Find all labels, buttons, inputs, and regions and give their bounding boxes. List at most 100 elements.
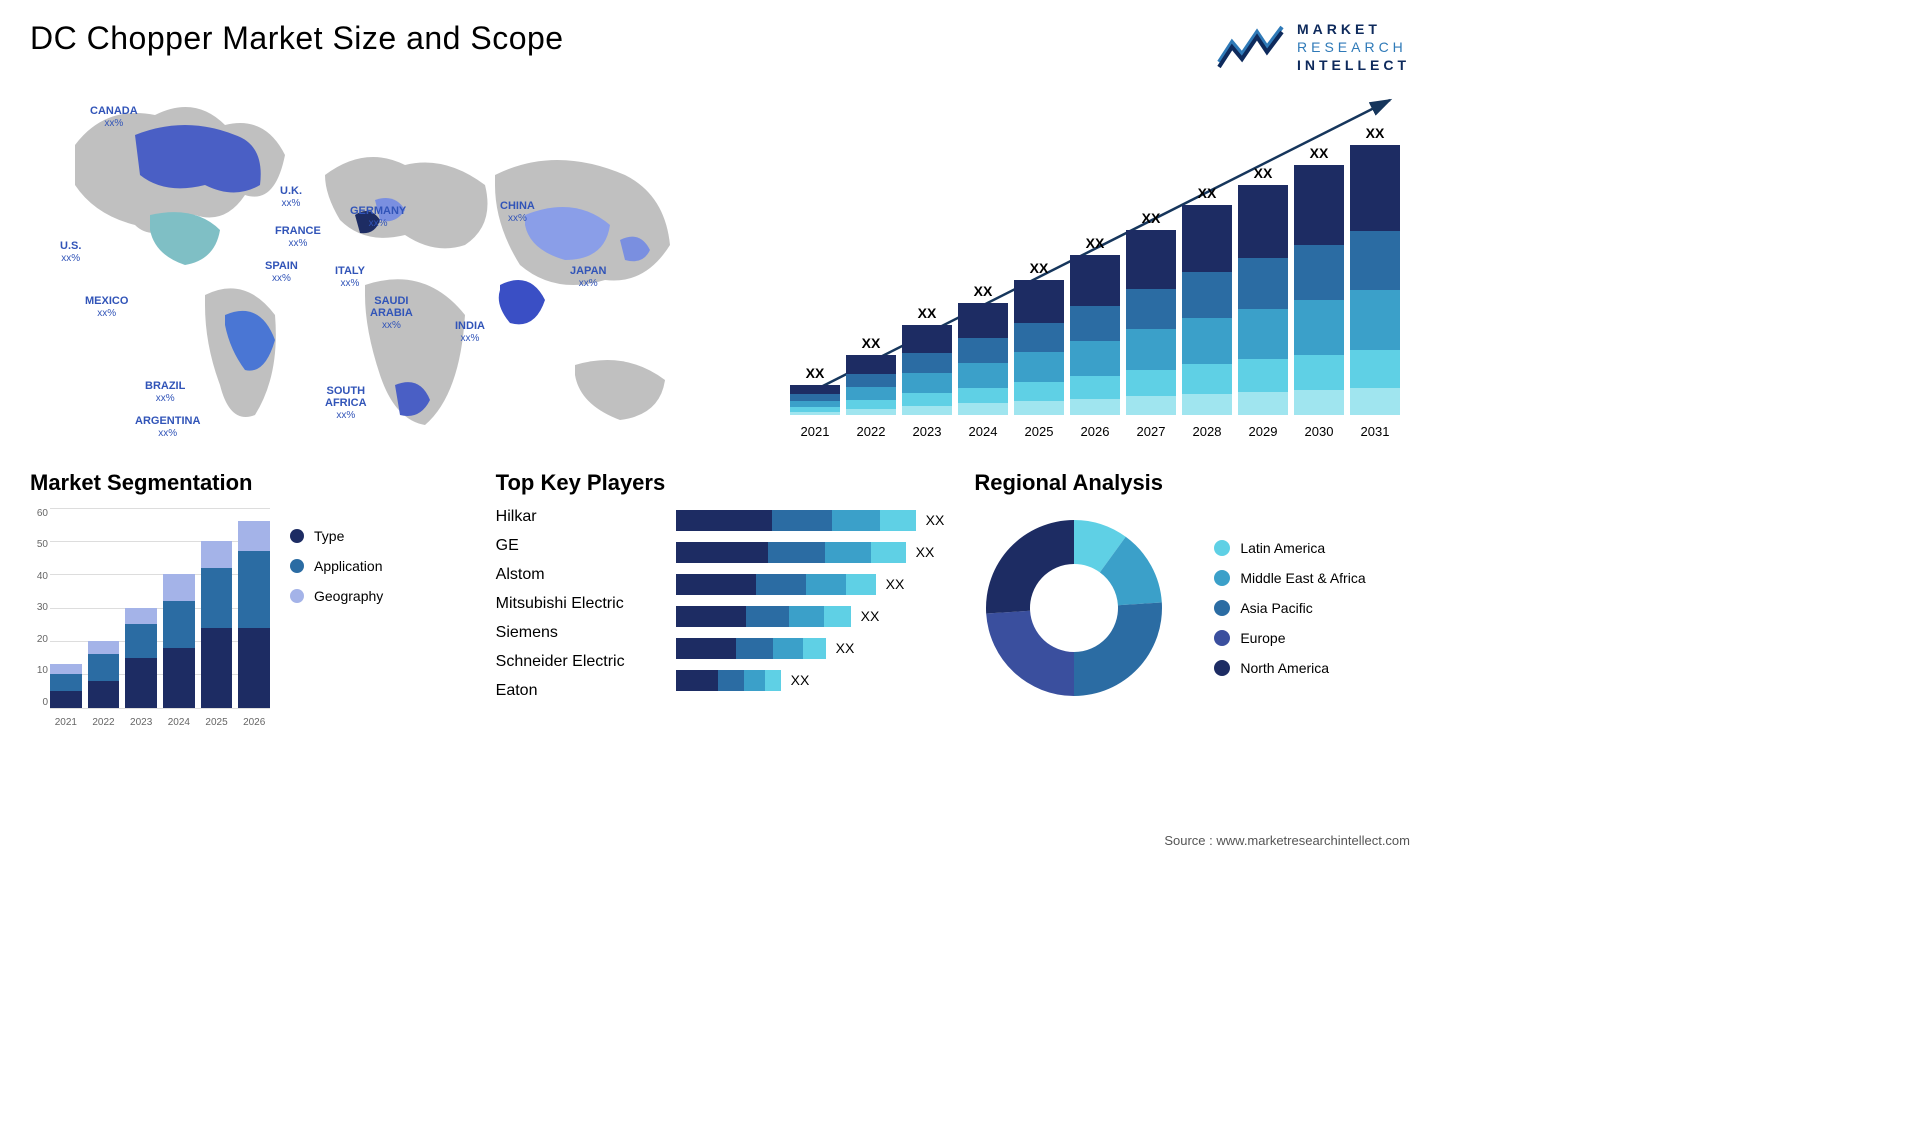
market-segmentation-section: Market Segmentation 6050403020100 202120… [30, 470, 466, 728]
map-label: FRANCExx% [275, 225, 321, 249]
player-bar-row: XX [676, 574, 945, 595]
player-name: Mitsubishi Electric [496, 595, 656, 613]
map-label: SPAINxx% [265, 260, 298, 284]
segmentation-title: Market Segmentation [30, 470, 466, 496]
player-value-label: XX [861, 608, 880, 624]
bar-column: XX [1238, 165, 1288, 415]
seg-bar [88, 641, 120, 708]
regional-legend: Latin America Middle East & Africa Asia Pa… [1214, 540, 1365, 676]
legend-label: Middle East & Africa [1240, 570, 1365, 586]
donut-slice [986, 520, 1074, 614]
player-value-label: XX [886, 576, 905, 592]
bar-year-label: 2031 [1350, 424, 1400, 439]
seg-year-label: 2021 [50, 717, 82, 728]
map-label: CHINAxx% [500, 200, 535, 224]
map-label: ITALYxx% [335, 265, 365, 289]
legend-dot-icon [290, 559, 304, 573]
legend-label: Asia Pacific [1240, 600, 1312, 616]
bar-value-label: XX [1030, 260, 1049, 276]
legend-dot-icon [290, 529, 304, 543]
key-players-section: Top Key Players Hilkar GE Alstom Mitsubishi… [496, 470, 945, 728]
map-label: ARGENTINAxx% [135, 415, 200, 439]
bar-year-label: 2025 [1014, 424, 1064, 439]
legend-label: Latin America [1240, 540, 1325, 556]
y-tick: 50 [30, 539, 48, 550]
map-label: MEXICOxx% [85, 295, 128, 319]
y-tick: 10 [30, 665, 48, 676]
key-players-title: Top Key Players [496, 470, 945, 496]
seg-bar [125, 608, 157, 708]
bar-year-label: 2028 [1182, 424, 1232, 439]
seg-bar [50, 664, 82, 707]
player-value-label: XX [836, 640, 855, 656]
bar-column: XX [1126, 210, 1176, 415]
player-name: Alstom [496, 566, 656, 584]
segmentation-chart: 6050403020100 202120222023202420252026 [30, 508, 270, 728]
map-label: CANADAxx% [90, 105, 138, 129]
donut-slice [987, 610, 1075, 695]
legend-dot-icon [1214, 540, 1230, 556]
bar-value-label: XX [1366, 125, 1385, 141]
bar-value-label: XX [918, 305, 937, 321]
legend-label: Europe [1240, 630, 1285, 646]
map-label: GERMANYxx% [350, 205, 406, 229]
player-bar-row: XX [676, 510, 945, 531]
bar-value-label: XX [806, 365, 825, 381]
seg-year-label: 2026 [238, 717, 270, 728]
regional-title: Regional Analysis [974, 470, 1410, 496]
players-list: HilkarGEAlstomMitsubishi ElectricSiemens… [496, 508, 656, 700]
donut-slice [1074, 602, 1162, 696]
market-size-bar-chart: XXXXXXXXXXXXXXXXXXXXXX 20212022202320242… [770, 85, 1410, 445]
regional-legend-item: North America [1214, 660, 1365, 676]
bar-year-label: 2027 [1126, 424, 1176, 439]
regional-donut-chart [974, 508, 1174, 708]
legend-label: Geography [314, 588, 383, 604]
bar-column: XX [1070, 235, 1120, 415]
bar-year-label: 2026 [1070, 424, 1120, 439]
logo-icon [1217, 22, 1287, 72]
regional-legend-item: Middle East & Africa [1214, 570, 1365, 586]
map-label: U.S.xx% [60, 240, 81, 264]
world-map: CANADAxx% U.S.xx% MEXICOxx% BRAZILxx% ARGENT… [30, 85, 740, 445]
bar-year-label: 2030 [1294, 424, 1344, 439]
legend-dot-icon [1214, 600, 1230, 616]
y-tick: 0 [30, 697, 48, 708]
seg-legend-item: Application [290, 558, 383, 574]
y-tick: 40 [30, 571, 48, 582]
player-value-label: XX [791, 672, 810, 688]
legend-dot-icon [1214, 630, 1230, 646]
seg-year-label: 2025 [201, 717, 233, 728]
legend-dot-icon [290, 589, 304, 603]
logo-line1: MARKET [1297, 20, 1410, 38]
map-label: SAUDIARABIAxx% [370, 295, 413, 331]
seg-legend-item: Type [290, 528, 383, 544]
bar-column: XX [1294, 145, 1344, 415]
bar-value-label: XX [974, 283, 993, 299]
bar-column: XX [958, 283, 1008, 415]
players-bars: XX XX XX XX XX XX [676, 508, 945, 700]
legend-dot-icon [1214, 660, 1230, 676]
player-name: Schneider Electric [496, 653, 656, 671]
brand-logo: MARKET RESEARCH INTELLECT [1217, 20, 1410, 75]
bar-year-label: 2022 [846, 424, 896, 439]
bar-value-label: XX [1086, 235, 1105, 251]
world-map-svg [30, 85, 740, 445]
player-name: GE [496, 537, 656, 555]
bar-year-label: 2023 [902, 424, 952, 439]
regional-legend-item: Europe [1214, 630, 1365, 646]
bar-value-label: XX [1254, 165, 1273, 181]
source-citation: Source : www.marketresearchintellect.com [1164, 833, 1410, 848]
player-value-label: XX [916, 544, 935, 560]
legend-label: Type [314, 528, 344, 544]
map-label: JAPANxx% [570, 265, 606, 289]
bar-year-label: 2024 [958, 424, 1008, 439]
seg-bar [201, 541, 233, 708]
map-label: BRAZILxx% [145, 380, 185, 404]
seg-year-label: 2023 [125, 717, 157, 728]
seg-bar [238, 521, 270, 708]
player-bar-row: XX [676, 638, 945, 659]
y-tick: 20 [30, 634, 48, 645]
bar-year-label: 2029 [1238, 424, 1288, 439]
player-name: Hilkar [496, 508, 656, 526]
bar-column: XX [1014, 260, 1064, 415]
